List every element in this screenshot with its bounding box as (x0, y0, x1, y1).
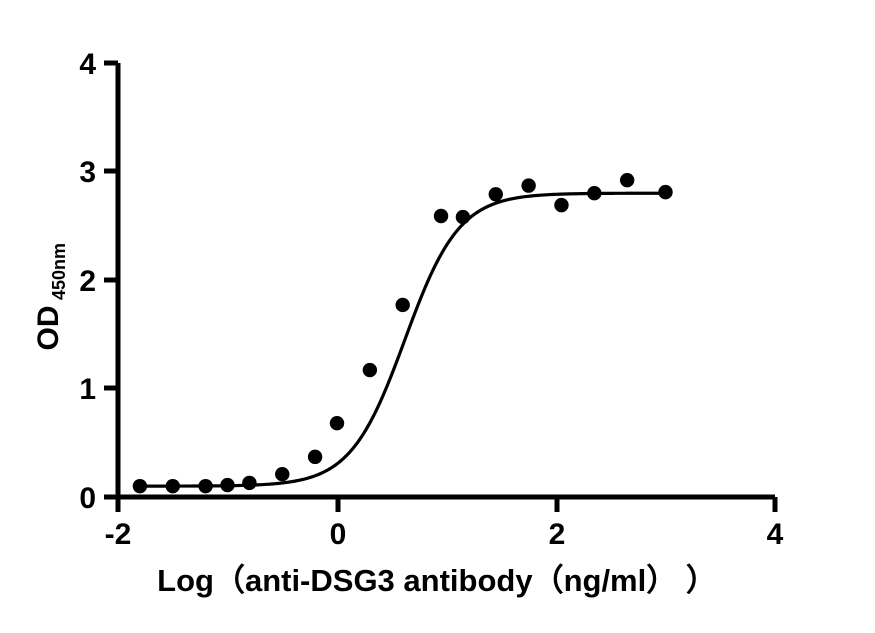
y-tick-label-2: 2 (79, 265, 96, 298)
x-axis-ticks (115, 497, 778, 512)
data-point (488, 187, 503, 202)
data-point (362, 362, 378, 378)
data-point (132, 478, 148, 494)
data-point (395, 297, 410, 313)
x-tick-labels: -2 0 2 4 (105, 518, 784, 551)
y-tick-label-4: 4 (79, 48, 96, 81)
x-tick-label-0: 0 (330, 518, 347, 551)
data-point (329, 416, 345, 431)
data-point (433, 208, 449, 224)
y-tick-label-3: 3 (79, 156, 96, 189)
y-axis-title-subscript: 450nm (49, 243, 69, 300)
x-tick-label--2: -2 (105, 518, 132, 551)
data-point (198, 478, 213, 494)
y-tick-labels: 0 1 2 3 4 (79, 48, 96, 515)
data-point (554, 197, 569, 213)
y-axis-title: OD 450nm (32, 243, 69, 351)
data-point (587, 186, 602, 201)
data-point (242, 475, 257, 491)
data-point (275, 467, 290, 482)
y-tick-label-0: 0 (79, 482, 96, 515)
x-tick-label-4: 4 (767, 518, 784, 551)
x-axis-title: Log（anti-DSG3 antibody（ng/ml） ） (157, 563, 717, 598)
data-point (455, 209, 471, 225)
data-point-group (132, 172, 673, 494)
data-point (658, 184, 673, 200)
y-tick-label-1: 1 (79, 373, 96, 406)
x-tick-label-2: 2 (549, 518, 566, 551)
y-axis-title-main: OD (32, 306, 65, 351)
data-point (521, 178, 536, 193)
data-point (307, 449, 323, 465)
data-point (220, 477, 235, 493)
data-point (165, 478, 180, 494)
data-point (619, 172, 635, 188)
